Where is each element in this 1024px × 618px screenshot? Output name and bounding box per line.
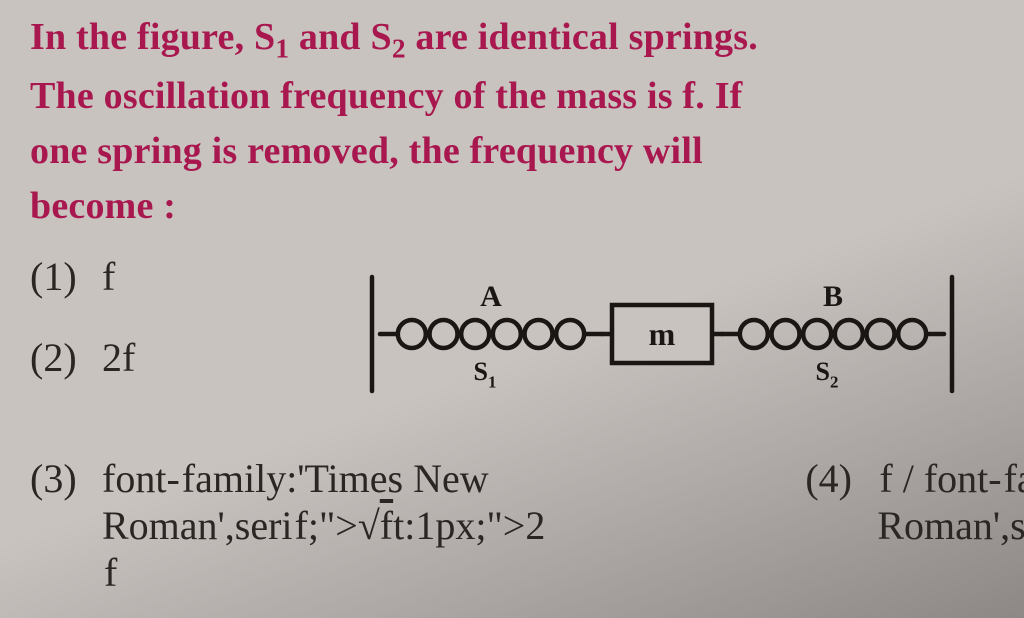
svg-text:A: A (480, 280, 502, 313)
options-column-left: (1) f (2) 2f (30, 253, 330, 415)
question-text: In the figure, S1 and S2 are identical s… (30, 10, 994, 235)
svg-text:S1: S1 (474, 357, 497, 391)
q-line2: The oscillation frequency of the mass is… (30, 75, 743, 117)
option-4: (4) f / font-family:'Times New Roman',se… (805, 455, 1024, 596)
option-4-number: (4) (805, 455, 863, 502)
options-and-figure-row: (1) f (2) 2f A Bm S1 S2 (30, 253, 994, 415)
option-2-number: (2) (30, 334, 88, 381)
option-3: (3) font-family:'Times New Roman',serif;… (30, 455, 545, 596)
svg-text:S2: S2 (816, 357, 839, 391)
option-3-value: font-family:'Times New Roman',serif;">√f… (102, 455, 545, 596)
q-line1-sub2: 2 (392, 34, 406, 64)
option-2-value: 2f (102, 334, 135, 381)
option-3-number: (3) (30, 455, 88, 502)
option-1-value: f (102, 253, 115, 300)
page-root: In the figure, S1 and S2 are identical s… (0, 0, 1024, 618)
q-line1-mid: and S (289, 16, 392, 58)
option-1-number: (1) (30, 253, 88, 300)
q-line4: become : (30, 185, 176, 227)
option-4-value: f / font-family:'Times New Roman',serif;… (877, 455, 1024, 549)
svg-text:B: B (823, 280, 843, 313)
svg-text:m: m (649, 316, 676, 352)
spring-mass-diagram: A Bm S1 S2 (352, 259, 972, 409)
q-line1-prefix: In the figure, S (30, 16, 275, 58)
option-1: (1) f (30, 253, 330, 300)
q-line1-sub1: 1 (275, 34, 289, 64)
option-2: (2) 2f (30, 334, 330, 381)
q-line3: one spring is removed, the frequency wil… (30, 130, 703, 172)
q-line1-suffix: are identical springs. (406, 16, 758, 58)
options-row-bottom: (3) font-family:'Times New Roman',serif;… (30, 455, 994, 596)
figure-column: A Bm S1 S2 (330, 253, 994, 409)
